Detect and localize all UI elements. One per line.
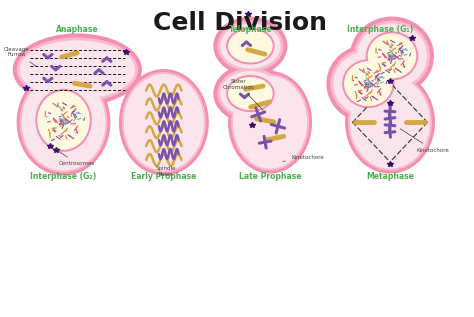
Ellipse shape (214, 17, 287, 75)
Ellipse shape (218, 69, 283, 118)
Text: Anaphase: Anaphase (56, 25, 99, 34)
Ellipse shape (334, 52, 403, 115)
Ellipse shape (366, 32, 418, 80)
Ellipse shape (351, 17, 433, 94)
Ellipse shape (20, 73, 107, 172)
Ellipse shape (327, 45, 410, 122)
Ellipse shape (221, 24, 280, 68)
Ellipse shape (357, 24, 427, 87)
Ellipse shape (38, 92, 89, 149)
Ellipse shape (331, 49, 406, 118)
Ellipse shape (349, 75, 431, 170)
Ellipse shape (351, 77, 429, 168)
Ellipse shape (119, 70, 208, 175)
Ellipse shape (234, 77, 306, 168)
Text: Spindle
Poles: Spindle Poles (152, 162, 176, 177)
Ellipse shape (227, 76, 274, 111)
Text: Interphase (G₁): Interphase (G₁) (347, 25, 413, 34)
Ellipse shape (368, 34, 416, 78)
Text: Sister
Chromatids: Sister Chromatids (223, 79, 263, 110)
Text: Kinetochore: Kinetochore (400, 129, 450, 152)
Ellipse shape (13, 34, 141, 106)
Ellipse shape (355, 21, 429, 91)
Ellipse shape (343, 60, 394, 107)
Ellipse shape (20, 41, 134, 99)
Ellipse shape (345, 62, 392, 106)
Ellipse shape (218, 21, 283, 71)
Ellipse shape (227, 28, 274, 64)
Ellipse shape (346, 72, 434, 173)
Ellipse shape (221, 72, 280, 115)
Text: Kinetochore: Kinetochore (283, 154, 324, 161)
Ellipse shape (214, 65, 287, 122)
Ellipse shape (232, 75, 309, 170)
Ellipse shape (123, 73, 205, 172)
Ellipse shape (22, 75, 105, 170)
Ellipse shape (18, 70, 110, 175)
Text: Cleavage
Furrow: Cleavage Furrow (3, 47, 36, 66)
Text: Early Prophase: Early Prophase (131, 172, 197, 181)
Ellipse shape (18, 38, 137, 101)
Text: Centrosomes: Centrosomes (55, 149, 95, 166)
Ellipse shape (229, 30, 272, 62)
Text: Late Prophase: Late Prophase (239, 172, 301, 181)
Text: Metaphase: Metaphase (366, 172, 414, 181)
Ellipse shape (36, 90, 91, 151)
Ellipse shape (229, 72, 311, 173)
Text: Interphase (G₂): Interphase (G₂) (30, 172, 97, 181)
Text: Telophase: Telophase (228, 25, 272, 34)
Ellipse shape (229, 78, 272, 109)
Text: Cell Division: Cell Division (153, 11, 327, 35)
Ellipse shape (125, 75, 203, 170)
